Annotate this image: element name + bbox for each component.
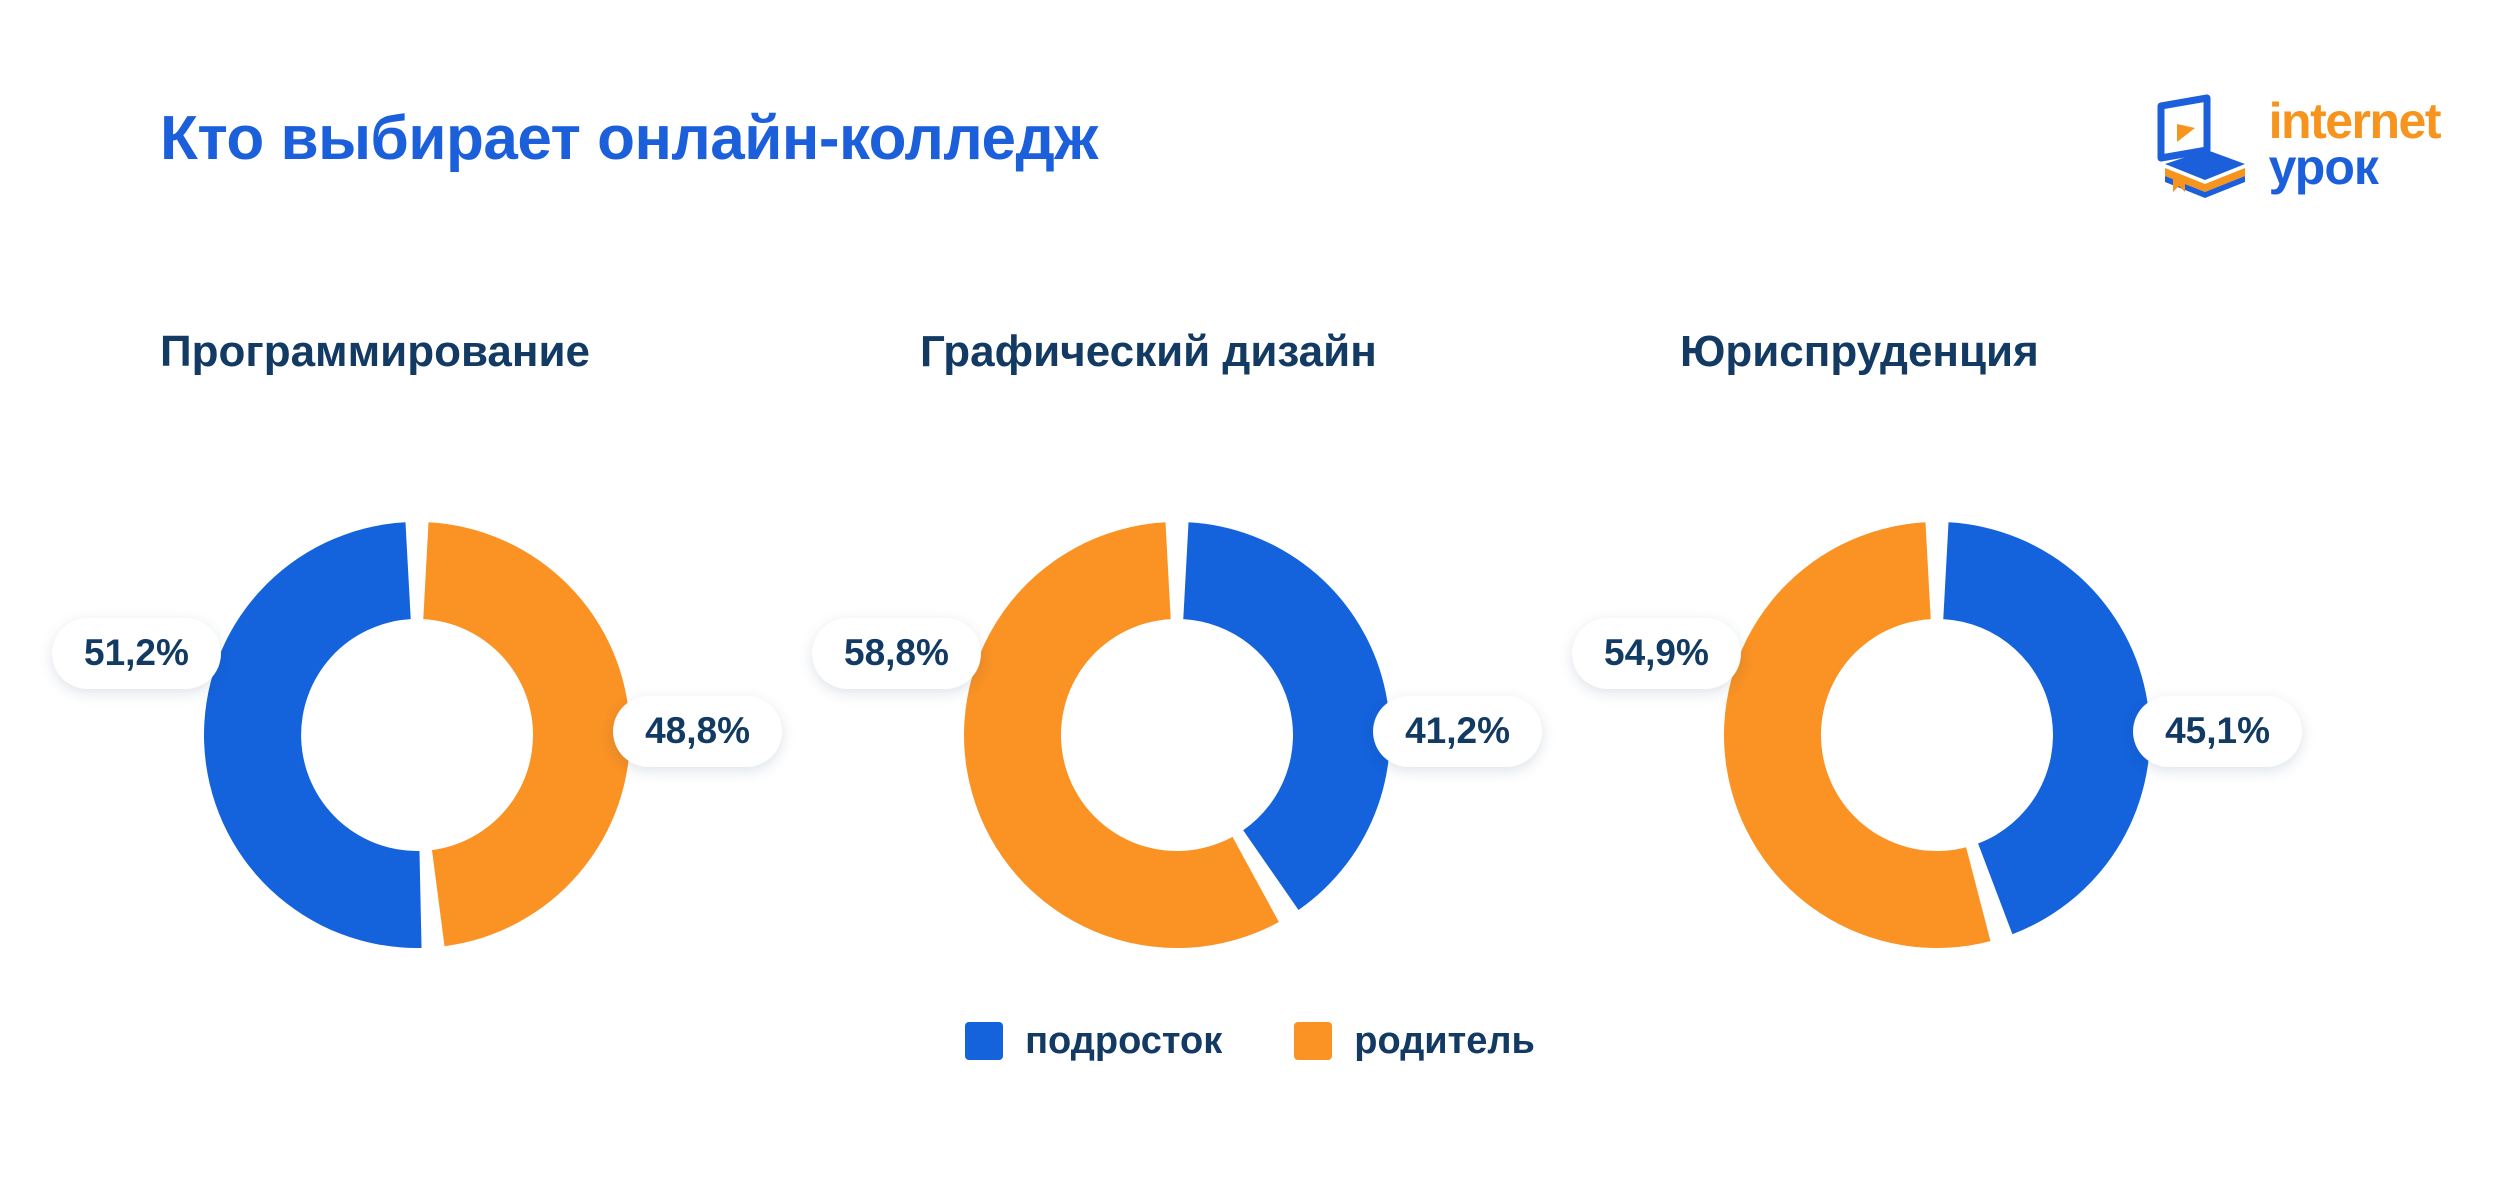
donut-slice-left[interactable] — [203, 522, 422, 948]
donut-svg — [203, 522, 631, 948]
charts-row: Программирование 51,2% 48,8% Графический… — [0, 330, 2500, 970]
donut-slice-right[interactable] — [1183, 522, 1391, 910]
chart-legend: подросток родитель — [0, 1022, 2500, 1060]
logo-word-internet: internet — [2268, 92, 2442, 149]
donut-chart-graphic-design[interactable]: 58,8% 41,2% — [812, 500, 1542, 970]
percent-pill-left: 54,9% — [1572, 618, 1741, 689]
legend-swatch-icon — [1294, 1022, 1333, 1060]
laptop-books-icon — [2143, 88, 2255, 200]
chart-block-programming: Программирование 51,2% 48,8% — [52, 327, 920, 970]
percent-pill-right: 41,2% — [1373, 696, 1542, 767]
chart-block-law: Юриспруденция 54,9% 45,1% — [1572, 327, 2440, 970]
page-title: Кто выбирает онлайн-колледж — [160, 104, 1098, 173]
chart-heading: Графический дизайн — [920, 327, 1377, 376]
donut-svg — [1724, 522, 2151, 948]
percent-pill-right: 48,8% — [613, 696, 782, 767]
percent-pill-left: 58,8% — [812, 618, 981, 689]
legend-label: родитель — [1354, 1020, 1535, 1062]
logo-wordmark: internet урок — [2268, 92, 2442, 195]
legend-swatch-icon — [965, 1022, 1004, 1060]
chart-heading: Юриспруденция — [1680, 327, 2039, 376]
legend-label: подросток — [1025, 1020, 1223, 1062]
percent-pill-left: 51,2% — [52, 618, 221, 689]
percent-pill-right: 45,1% — [2133, 696, 2302, 767]
legend-item-teen[interactable]: подросток — [965, 1022, 1222, 1060]
donut-slice-right[interactable] — [1943, 522, 2151, 935]
brand-logo[interactable]: internet урок — [2143, 88, 2442, 200]
chart-heading: Программирование — [160, 327, 590, 376]
logo-word-urok: урок — [2268, 139, 2379, 195]
donut-slice-left[interactable] — [1724, 522, 1991, 948]
donut-chart-programming[interactable]: 51,2% 48,8% — [52, 500, 782, 970]
chart-block-graphic-design: Графический дизайн 58,8% 41,2% — [812, 327, 1680, 970]
donut-svg — [964, 522, 1391, 948]
legend-item-parent[interactable]: родитель — [1294, 1022, 1535, 1060]
donut-slice-right[interactable] — [423, 522, 631, 947]
donut-chart-law[interactable]: 54,9% 45,1% — [1572, 500, 2302, 970]
donut-slice-left[interactable] — [964, 522, 1279, 948]
page-header: Кто выбирает онлайн-колледж internet уро… — [0, 0, 2500, 240]
